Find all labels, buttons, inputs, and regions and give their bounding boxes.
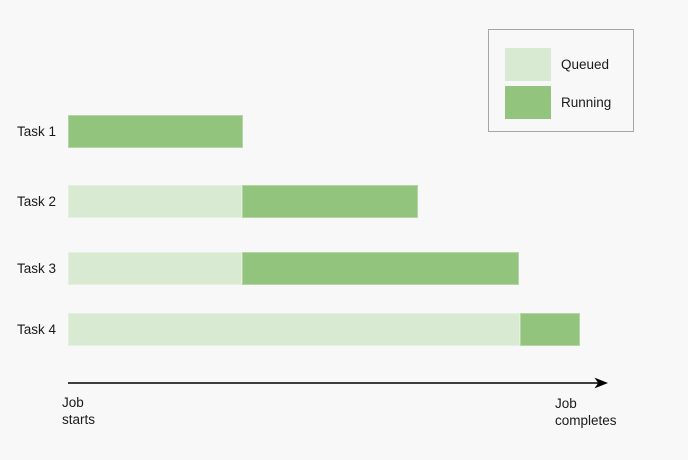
axis-start-label: Job starts [62,395,96,427]
bar-segment-running [242,185,418,218]
legend-label: Running [561,95,612,110]
task-label: Task 4 [17,322,57,337]
bar-segment-running [68,115,244,148]
legend: Queued Running [488,29,634,132]
legend-item-queued: Queued [505,48,633,81]
task-label: Task 3 [17,261,57,276]
bar-segment-queued [68,252,243,285]
axis-end-label: Job completes [555,396,617,428]
task-label: Task 1 [17,124,57,139]
task-label: Task 2 [17,194,57,209]
axis-arrowhead-icon [594,377,608,389]
bar-segment-running [520,313,581,346]
legend-item-running: Running [505,86,633,119]
legend-swatch-running [505,86,551,119]
bar-segment-queued [68,185,243,218]
legend-label: Queued [561,57,610,72]
bar-segment-queued [68,313,521,346]
legend-swatch-queued [505,48,551,81]
bar-segment-running [242,252,520,285]
